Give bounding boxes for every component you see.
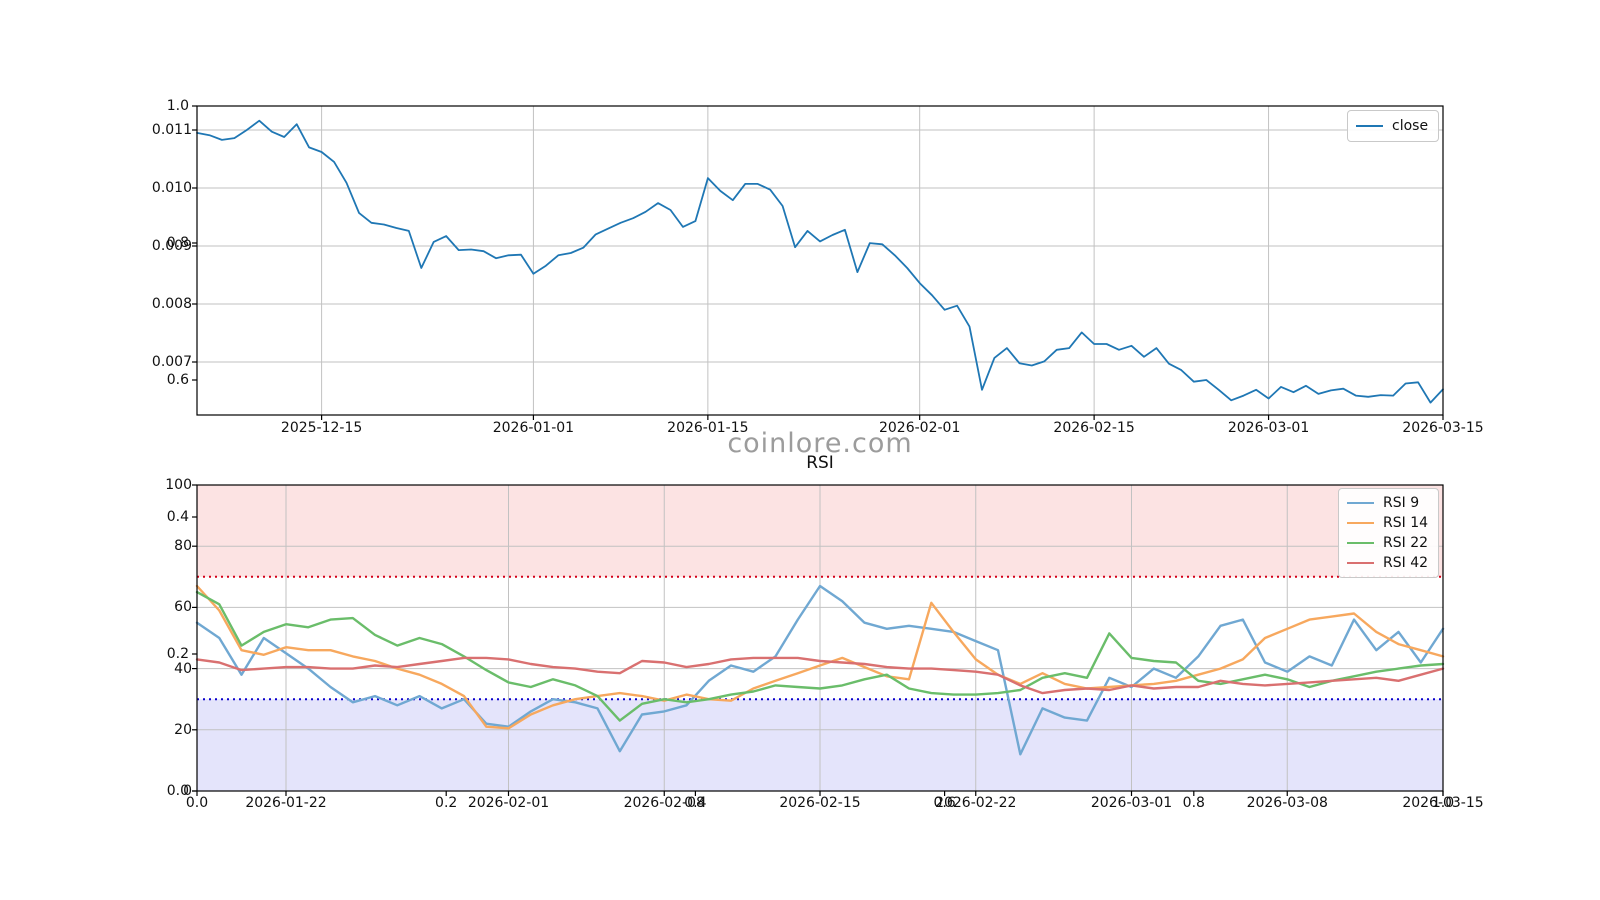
rsi-legend-entry: RSI 42	[1347, 553, 1428, 573]
price-x-tick-label: 2025-12-15	[280, 420, 363, 436]
secondary-y-tick-label: 0.0	[166, 783, 189, 799]
price-plot-border	[196, 105, 1444, 416]
secondary-x-tick-label: 0.2	[435, 795, 458, 811]
price-legend: close	[1347, 110, 1440, 142]
secondary-x-tick-label: 0.6	[933, 795, 956, 811]
rsi-rsi-9-line	[195, 584, 1445, 756]
secondary-y-tick-label: 0.8	[166, 235, 189, 251]
rsi-x-tick-label: 2026-01-22	[245, 795, 327, 811]
price-y-tick-label: 0.011	[151, 122, 192, 138]
secondary-y-tick-label: 0.2	[166, 646, 189, 662]
rsi-legend-label: RSI 14	[1383, 515, 1429, 531]
rsi-rsi-42-line	[195, 656, 1445, 695]
rsi-legend-label: RSI 9	[1383, 495, 1420, 511]
secondary-x-tick-label: 1.0	[1431, 795, 1455, 811]
rsi-x-tick-label: 2026-02-08	[623, 795, 705, 811]
rsi-rsi-14-line	[195, 584, 1445, 730]
rsi-legend-label: RSI 42	[1383, 555, 1429, 571]
price-x-tick-label: 2026-01-01	[492, 420, 575, 436]
price-y-tick-label: 0.009	[151, 238, 192, 254]
watermark-text: coinlore.com	[727, 428, 913, 459]
rsi-x-tick-label: 2026-03-08	[1246, 795, 1328, 811]
price-legend-entry: close	[1356, 116, 1428, 136]
rsi-legend-label: RSI 22	[1383, 535, 1429, 551]
price-y-tick-label: 0.008	[151, 296, 192, 312]
rsi-legend-entry: RSI 22	[1347, 533, 1428, 553]
rsi-legend-line-sample-icon	[1347, 502, 1374, 504]
secondary-y-tick-label: 0.6	[166, 372, 189, 388]
price-close-line	[196, 119, 1444, 404]
price-legend-line-sample-icon	[1356, 125, 1383, 127]
secondary-x-tick-label: 0.0	[185, 795, 209, 811]
rsi-legend-line-sample-icon	[1347, 562, 1374, 564]
rsi-legend-entry: RSI 14	[1347, 513, 1428, 533]
secondary-y-tick-label: 1.0	[166, 98, 189, 114]
price-x-tick-label: 2026-02-15	[1053, 420, 1135, 436]
secondary-y-tick-label: 0.4	[166, 509, 189, 525]
rsi-legend: RSI 9 RSI 14 RSI 22 RSI 42	[1338, 488, 1440, 578]
rsi-y-tick-label: 80	[174, 538, 192, 555]
rsi-y-tick-label: 20	[174, 721, 192, 738]
rsi-chart-title: RSI	[806, 453, 834, 473]
secondary-x-tick-label: 0.4	[684, 795, 707, 811]
rsi-y-tick-label: 0	[183, 783, 192, 799]
price-x-tick-label: 2026-01-15	[667, 420, 749, 436]
price-y-tick-label: 0.010	[151, 180, 192, 196]
rsi-legend-line-sample-icon	[1347, 542, 1374, 544]
rsi-y-tick-label: 60	[174, 599, 192, 616]
price-x-tick-label: 2026-03-15	[1402, 420, 1484, 436]
secondary-x-tick-label: 0.8	[1182, 795, 1205, 811]
price-x-tick-label: 2026-03-01	[1227, 420, 1310, 436]
rsi-y-tick-label: 100	[165, 477, 192, 493]
rsi-legend-line-sample-icon	[1347, 522, 1374, 524]
rsi-x-tick-label: 2026-03-01	[1090, 795, 1173, 811]
rsi-x-tick-label: 2026-02-01	[467, 795, 550, 811]
rsi-rsi-22-line	[195, 590, 1445, 722]
price-y-tick-label: 0.007	[151, 354, 192, 370]
rsi-x-tick-label: 2026-02-22	[935, 795, 1017, 811]
rsi-x-tick-label: 2026-03-15	[1402, 795, 1484, 811]
price-x-tick-label: 2026-02-01	[878, 420, 961, 436]
rsi-y-tick-label: 40	[174, 660, 192, 677]
rsi-legend-entry: RSI 9	[1347, 493, 1428, 513]
price-legend-label: close	[1392, 118, 1429, 134]
rsi-x-tick-label: 2026-02-15	[779, 795, 861, 811]
